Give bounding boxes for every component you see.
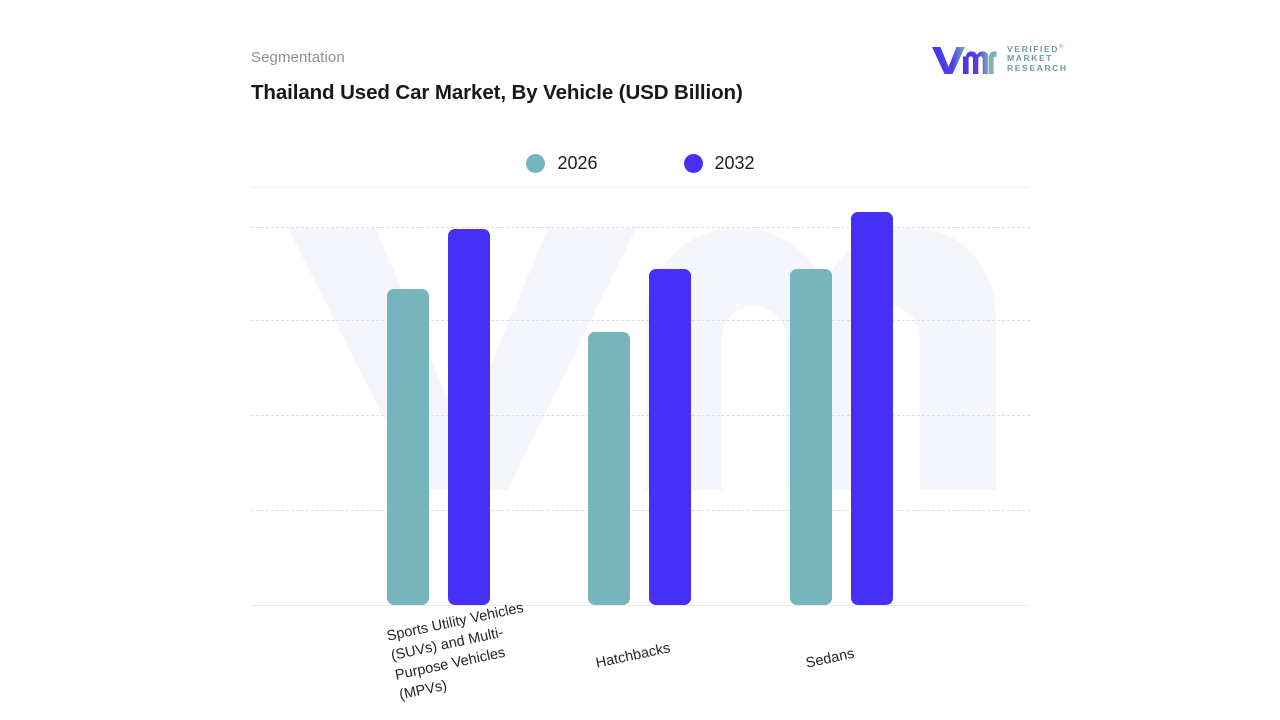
bar-hatchbacks-2032[interactable]: [649, 268, 691, 605]
segmentation-eyebrow: Segmentation: [251, 49, 345, 66]
gridline: [251, 510, 1030, 511]
gridline: [251, 227, 1030, 228]
logo-line-3: RESEARCH: [1007, 63, 1068, 74]
legend-swatch-icon: [526, 153, 546, 173]
legend-separator: [251, 187, 1030, 188]
bar-suv-2026[interactable]: [387, 289, 429, 605]
bar-sedans-2032[interactable]: [851, 212, 893, 605]
bar-suv-2032[interactable]: [448, 228, 490, 605]
chart-legend: 2026 2032: [251, 148, 1030, 178]
legend-swatch-icon: [683, 153, 703, 173]
x-axis-label-suv: Sports Utility Vehicles (SUVs) and Multi…: [385, 599, 526, 704]
gridline: [251, 320, 1030, 321]
registered-icon: ®: [1059, 44, 1064, 50]
gridline: [251, 415, 1030, 416]
vm-monogram-icon: [930, 43, 998, 75]
logo-wordmark: VERIFIED® MARKET RESEARCH: [1007, 43, 1068, 74]
bar-hatchbacks-2026[interactable]: [588, 332, 630, 605]
legend-label: 2026: [557, 152, 598, 173]
x-axis-label-sedans: Sedans: [804, 645, 856, 672]
logo-line-1: VERIFIED: [1007, 43, 1060, 54]
x-axis-line: [251, 605, 1030, 606]
legend-item-2026[interactable]: 2026: [526, 152, 598, 174]
verified-market-research-logo: VERIFIED® MARKET RESEARCH: [930, 41, 1066, 77]
legend-item-2032[interactable]: 2032: [683, 152, 755, 174]
bar-group: [251, 187, 1030, 606]
page-title: Thailand Used Car Market, By Vehicle (US…: [251, 81, 743, 104]
bar-sedans-2026[interactable]: [790, 268, 832, 605]
logo-line-2: MARKET: [1007, 53, 1054, 64]
plot-area: [251, 187, 1030, 606]
legend-label: 2032: [714, 152, 755, 173]
x-axis-label-hatchbacks: Hatchbacks: [594, 640, 672, 672]
x-axis-labels: Sports Utility Vehicles (SUVs) and Multi…: [251, 600, 1030, 716]
